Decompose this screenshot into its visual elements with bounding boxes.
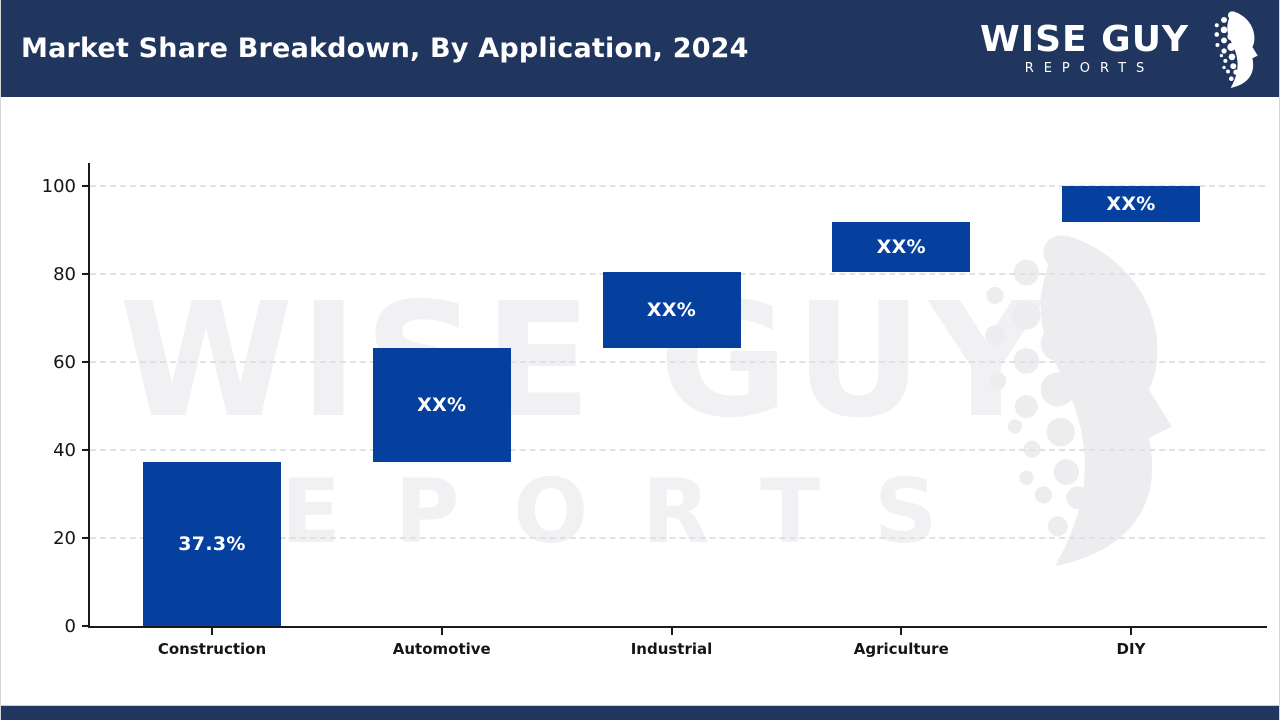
brand-logo-text: WISE GUY REPORTS: [979, 19, 1189, 76]
x-category-label-agriculture: Agriculture: [853, 640, 949, 658]
brand-name: WISE GUY: [979, 19, 1189, 60]
bar-value-label-industrial: XX%: [646, 298, 697, 321]
chart-title: Market Share Breakdown, By Application, …: [21, 33, 749, 64]
y-tick-mark-0: [82, 625, 90, 627]
y-tick-mark-20: [82, 537, 90, 539]
brand-subname: REPORTS: [1024, 61, 1155, 76]
footer-band: [1, 705, 1279, 720]
y-tick-mark-60: [82, 361, 90, 363]
x-tick-mark-automotive: [440, 628, 443, 635]
x-category-label-automotive: Automotive: [392, 640, 491, 658]
x-category-label-diy: DIY: [1116, 640, 1146, 658]
bar-automotive: XX%: [372, 347, 511, 462]
y-axis-line: [88, 163, 90, 628]
gridline-100: [90, 185, 1265, 187]
bar-construction: 37.3%: [143, 461, 281, 626]
y-tick-mark-100: [82, 185, 90, 187]
y-tick-label-100: 100: [41, 176, 76, 197]
bar-industrial: XX%: [602, 271, 741, 348]
x-tick-mark-industrial: [670, 628, 673, 635]
bar-value-label-construction: 37.3%: [178, 532, 246, 555]
y-tick-label-20: 20: [53, 528, 76, 549]
gridline-40: [90, 449, 1265, 451]
y-tick-label-80: 80: [53, 264, 76, 285]
x-category-label-industrial: Industrial: [630, 640, 713, 658]
x-category-label-construction: Construction: [157, 640, 267, 658]
bar-value-label-diy: XX%: [1106, 192, 1156, 215]
bar-value-label-automotive: XX%: [417, 393, 467, 416]
x-tick-mark-agriculture: [900, 628, 903, 635]
gridline-60: [90, 361, 1265, 363]
gridline-20: [90, 537, 1265, 539]
brand-logo: WISE GUY REPORTS: [980, 9, 1261, 89]
watermark-dotted-head: [985, 235, 1172, 567]
x-tick-mark-diy: [1130, 628, 1132, 635]
bar-value-label-agriculture: XX%: [876, 235, 926, 258]
y-tick-label-40: 40: [53, 440, 76, 461]
x-axis-line: [88, 626, 1267, 628]
y-tick-mark-80: [82, 273, 90, 275]
watermark-subtext: REPORTS: [159, 460, 992, 563]
y-tick-mark-40: [82, 449, 90, 451]
header-band: Market Share Breakdown, By Application, …: [1, 0, 1279, 97]
x-tick-mark-construction: [211, 628, 213, 635]
bar-agriculture: XX%: [832, 221, 971, 272]
y-tick-label-0: 0: [64, 616, 76, 637]
y-tick-label-60: 60: [53, 352, 76, 373]
dotted-head-icon: [1214, 10, 1258, 88]
bar-diy: XX%: [1062, 186, 1200, 222]
